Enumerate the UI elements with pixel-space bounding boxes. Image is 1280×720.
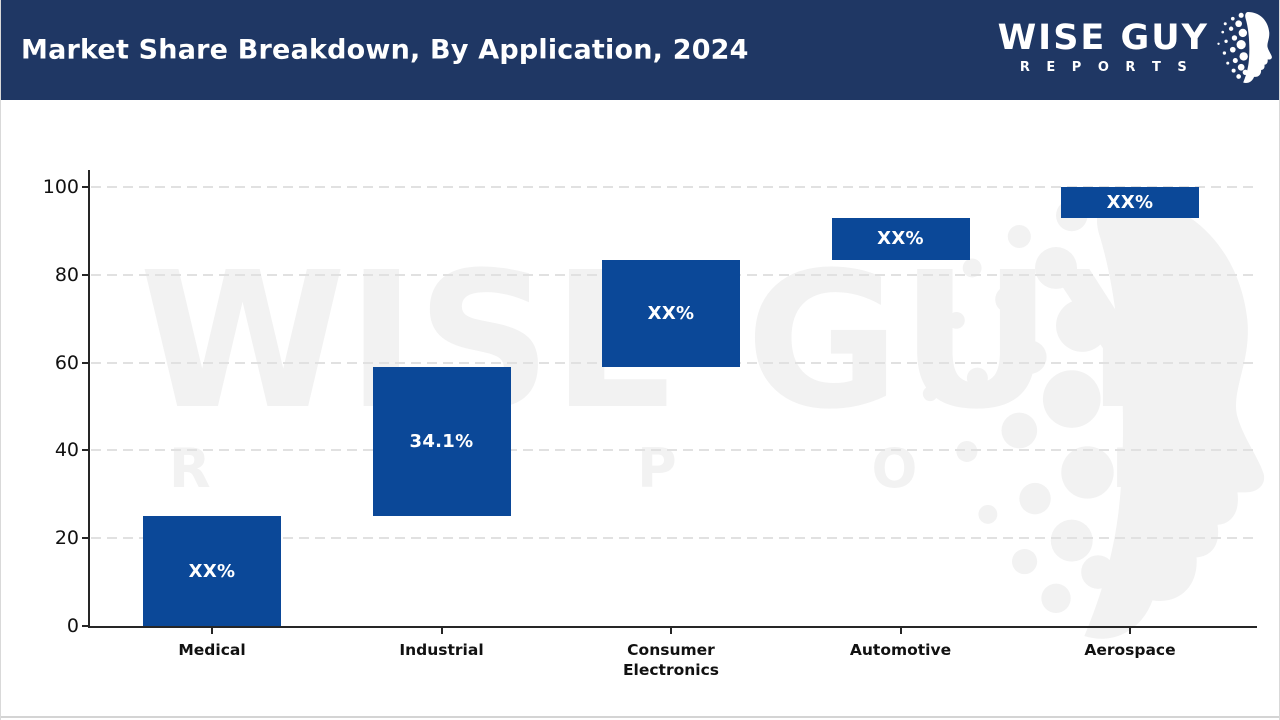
y-tick-mark [82, 449, 90, 452]
gridline-y20 [91, 537, 1257, 540]
x-category-label: Industrial [399, 641, 484, 659]
gridline-y100 [91, 186, 1257, 188]
y-tick-mark [82, 625, 90, 627]
bar-consumer-electronics: XX% [602, 259, 740, 367]
wiseguy-face-icon [1217, 11, 1272, 83]
x-category-label: Automotive [849, 641, 952, 659]
y-tick-label: 100 [42, 176, 79, 198]
logo-wordmark: WISE GUY [997, 18, 1209, 58]
y-tick-label: 60 [54, 351, 79, 374]
y-tick-label: 80 [54, 263, 79, 286]
x-category-label: Medical [178, 641, 246, 659]
x-tick-mark [1129, 626, 1131, 634]
bar-automotive: XX% [831, 217, 970, 260]
bottom-divider [1, 716, 1279, 718]
x-tick-mark [440, 626, 443, 634]
x-category-label: Consumer Electronics [622, 641, 720, 679]
bar-medical: XX% [143, 516, 281, 626]
y-axis-line [88, 170, 90, 628]
header-bar: Market Share Breakdown, By Application, … [1, 0, 1279, 100]
x-axis-line [88, 626, 1257, 628]
bar-industrial: 34.1% [372, 366, 511, 517]
x-tick-mark [670, 626, 672, 634]
x-tick-mark [211, 626, 213, 634]
y-tick-label: 0 [66, 615, 79, 637]
y-tick-label: 40 [54, 439, 79, 462]
x-tick-mark [899, 626, 902, 634]
bar-value-label: XX% [647, 302, 695, 324]
bar-value-label: XX% [877, 228, 924, 250]
y-tick-mark [82, 361, 90, 364]
x-category-label: Aerospace [1084, 641, 1176, 659]
wiseguy-logo-text: WISE GUY R E P O R T S [997, 18, 1209, 76]
chart-title: Market Share Breakdown, By Application, … [21, 34, 749, 66]
wiseguy-logo: WISE GUY R E P O R T S [998, 4, 1273, 92]
bar-aerospace: XX% [1061, 187, 1199, 218]
y-tick-label: 20 [54, 527, 79, 550]
y-tick-mark [82, 273, 90, 276]
y-tick-mark [82, 186, 90, 188]
gridline-y40 [91, 449, 1257, 452]
bar-value-label: XX% [188, 560, 236, 582]
logo-subtitle: R E P O R T S [1019, 60, 1193, 75]
y-tick-mark [82, 537, 90, 540]
bar-value-label: 34.1% [409, 430, 474, 452]
bar-value-label: XX% [1106, 191, 1154, 213]
